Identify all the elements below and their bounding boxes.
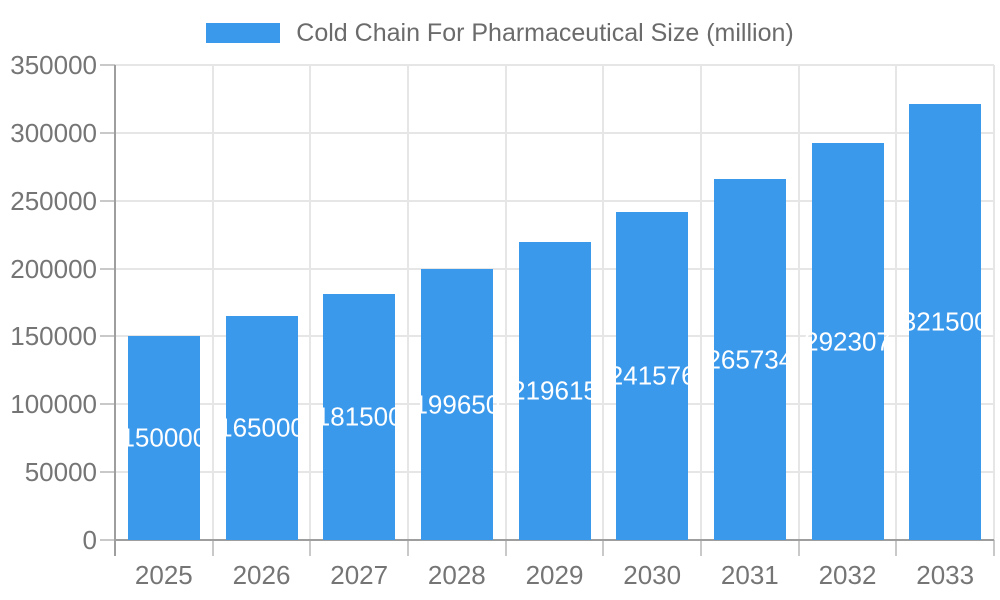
x-tick xyxy=(700,540,702,556)
bar-value-label: 181500 xyxy=(315,401,403,432)
x-axis-label: 2029 xyxy=(525,560,584,590)
y-tick xyxy=(100,403,115,406)
y-axis-label: 0 xyxy=(82,525,97,555)
y-axis-label: 150000 xyxy=(10,321,97,352)
x-tick xyxy=(602,540,605,556)
bar: 241576 xyxy=(609,212,696,540)
x-tick xyxy=(309,540,312,556)
bar: 181500 xyxy=(316,293,403,540)
v-gridline xyxy=(211,65,214,540)
bar-value-label: 219615 xyxy=(511,375,598,406)
h-gridline xyxy=(115,131,994,134)
v-gridline xyxy=(504,65,507,540)
v-gridline xyxy=(407,65,409,540)
bar-value-label: 265734 xyxy=(706,344,794,375)
y-axis-label: 300000 xyxy=(10,117,97,148)
x-axis-label: 2033 xyxy=(916,560,975,590)
y-axis-label: 100000 xyxy=(10,389,97,420)
v-gridline xyxy=(797,65,800,540)
bar: 165000 xyxy=(218,316,305,540)
legend-swatch-icon xyxy=(206,23,281,43)
v-gridline xyxy=(700,65,702,540)
y-tick xyxy=(100,267,115,270)
v-gridline xyxy=(602,65,605,540)
y-axis-label: 50000 xyxy=(24,457,97,488)
bar-value-label: 199650 xyxy=(413,389,501,419)
bar: 321500 xyxy=(902,103,989,540)
v-gridline xyxy=(993,65,995,540)
x-axis-label: 2031 xyxy=(720,560,779,590)
x-axis-label: 2030 xyxy=(623,560,682,590)
bar-value-label: 321500 xyxy=(901,306,989,337)
x-axis-line xyxy=(114,539,994,541)
y-tick xyxy=(100,335,115,338)
h-gridline xyxy=(115,199,994,202)
v-gridline xyxy=(895,65,898,540)
x-axis-label: 2032 xyxy=(818,560,877,590)
bar: 292307 xyxy=(804,143,891,540)
y-axis-line xyxy=(114,65,116,556)
y-tick xyxy=(100,64,115,66)
bar: 265734 xyxy=(706,179,793,540)
bar-value-label: 150000 xyxy=(120,422,208,453)
x-tick xyxy=(797,540,800,556)
bar-value-label: 241576 xyxy=(608,360,696,391)
y-tick xyxy=(100,539,115,541)
x-tick xyxy=(895,540,898,556)
x-axis-label: 2026 xyxy=(232,560,291,590)
h-gridline xyxy=(115,64,994,66)
x-axis-label: 2025 xyxy=(134,560,193,590)
y-axis-label: 350000 xyxy=(10,50,97,80)
bar: 150000 xyxy=(120,336,207,540)
y-tick xyxy=(100,471,115,474)
x-tick xyxy=(407,540,409,556)
y-tick xyxy=(100,131,115,134)
x-axis-label: 2028 xyxy=(427,560,486,590)
bar-value-label: 165000 xyxy=(218,412,305,443)
chart-legend: Cold Chain For Pharmaceutical Size (mill… xyxy=(0,19,1000,47)
y-axis-label: 200000 xyxy=(10,253,97,284)
legend-label: Cold Chain For Pharmaceutical Size (mill… xyxy=(296,18,794,47)
x-tick xyxy=(504,540,507,556)
x-axis-label: 2027 xyxy=(330,560,389,590)
y-tick xyxy=(100,199,115,202)
bar-value-label: 292307 xyxy=(804,326,891,357)
bar: 199650 xyxy=(413,269,500,540)
x-tick xyxy=(211,540,214,556)
x-tick xyxy=(993,540,995,556)
v-gridline xyxy=(309,65,312,540)
y-axis-label: 250000 xyxy=(10,185,97,216)
bar: 219615 xyxy=(511,241,598,540)
